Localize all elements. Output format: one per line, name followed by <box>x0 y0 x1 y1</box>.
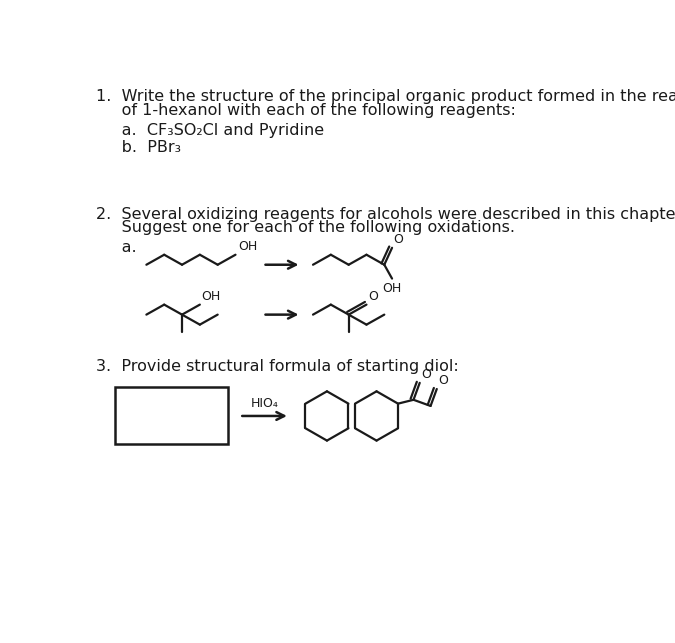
Text: Suggest one for each of the following oxidations.: Suggest one for each of the following ox… <box>96 221 515 235</box>
Text: OH: OH <box>383 282 402 294</box>
Text: a.  CF₃SO₂Cl and Pyridine: a. CF₃SO₂Cl and Pyridine <box>96 123 324 138</box>
Text: 2.  Several oxidizing reagents for alcohols were described in this chapter.: 2. Several oxidizing reagents for alcoho… <box>96 206 675 222</box>
Text: OH: OH <box>201 290 221 303</box>
Text: OH: OH <box>238 240 257 253</box>
Bar <box>115 386 227 444</box>
Text: b.  PBr₃: b. PBr₃ <box>96 140 181 155</box>
Text: O: O <box>438 374 448 388</box>
Text: O: O <box>394 233 404 246</box>
Text: a.: a. <box>96 240 136 255</box>
Text: 3.  Provide structural formula of starting diol:: 3. Provide structural formula of startin… <box>96 359 459 374</box>
Text: HIO₄: HIO₄ <box>250 397 279 410</box>
Text: O: O <box>368 290 378 303</box>
Text: O: O <box>421 368 431 381</box>
Text: 1.  Write the structure of the principal organic product formed in the reaction: 1. Write the structure of the principal … <box>96 89 675 104</box>
Text: of 1-hexanol with each of the following reagents:: of 1-hexanol with each of the following … <box>96 103 516 118</box>
